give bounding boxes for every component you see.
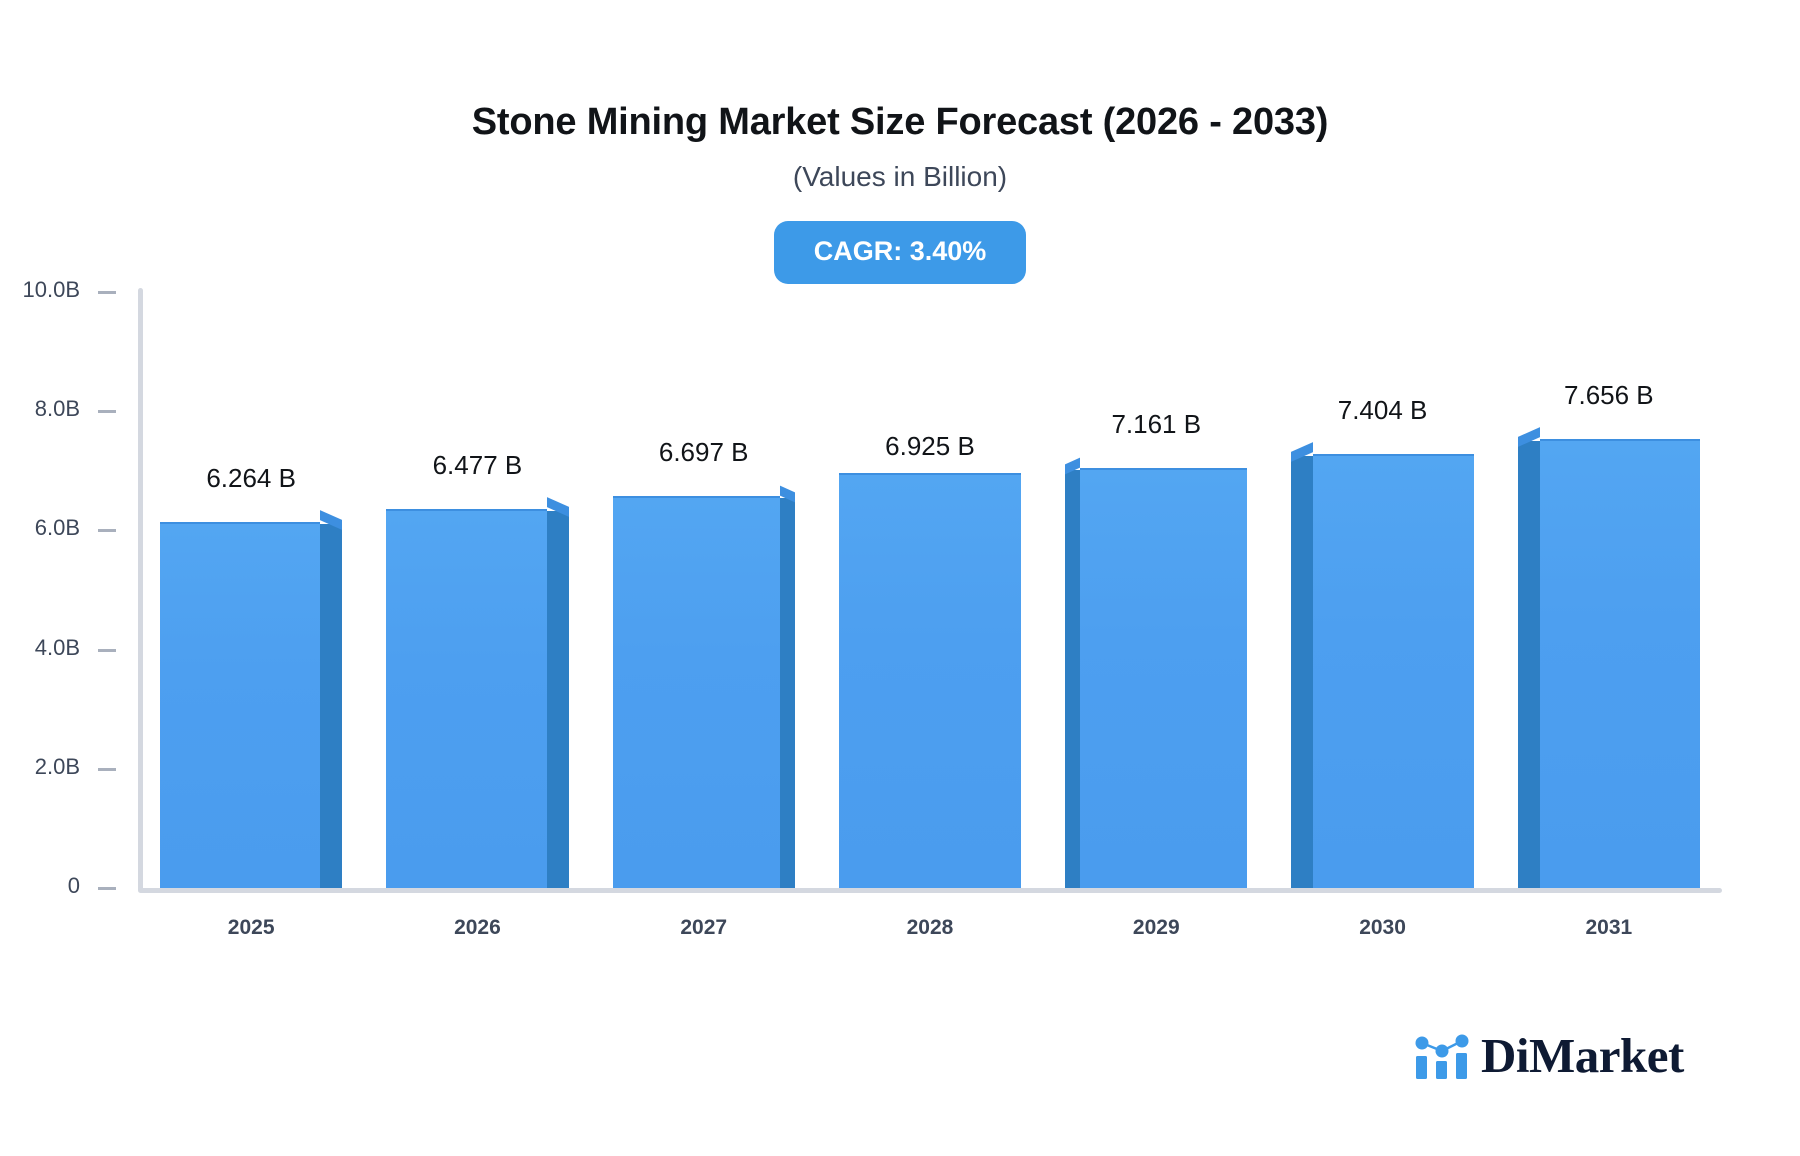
y-tick-dash <box>98 410 116 414</box>
bar-side-panel <box>1517 440 1540 888</box>
bar-side-panel <box>546 510 569 888</box>
bar-side-panel <box>1065 470 1081 888</box>
bar-value-label: 6.264 B <box>206 462 296 493</box>
y-axis-line <box>138 288 143 892</box>
bar-2025[interactable] <box>160 509 343 888</box>
bar-side-panel <box>1291 455 1314 888</box>
bar-2031[interactable] <box>1517 426 1700 888</box>
x-tick-label-2030: 2030 <box>1359 916 1406 939</box>
y-tick-label: 0 <box>67 873 80 898</box>
bar-face <box>1313 453 1474 888</box>
bar-2027[interactable] <box>612 485 795 888</box>
bar-chart-icon <box>1415 1030 1469 1080</box>
y-tick-dash <box>98 529 116 533</box>
bar-face <box>838 473 1022 888</box>
bar-value-label: 7.161 B <box>1111 409 1202 440</box>
x-tick-label-2031: 2031 <box>1585 916 1633 939</box>
bar-value-label: 6.477 B <box>432 449 523 480</box>
brand-name: DiMarket <box>1481 1027 1684 1083</box>
cagr-badge: CAGR: 3.40% <box>773 220 1027 284</box>
bar-face <box>1080 468 1248 888</box>
bar-face <box>386 508 547 888</box>
bar-side-panel <box>779 497 795 888</box>
bar-value-label: 7.656 B <box>1564 379 1654 410</box>
y-tick-label: 10.0B <box>22 277 81 302</box>
bar-value-label: 7.404 B <box>1337 394 1428 425</box>
y-tick-label: 6.0B <box>34 515 80 541</box>
y-tick-dash <box>98 648 116 652</box>
x-tick-label-2026: 2026 <box>454 916 501 939</box>
y-tick-dash <box>98 767 116 771</box>
bar-2030[interactable] <box>1291 441 1474 888</box>
bar-face <box>1539 438 1700 888</box>
page-title: Stone Mining Market Size Forecast (2026 … <box>471 101 1329 143</box>
y-tick-label: 2.0B <box>34 753 80 779</box>
x-tick-label-2027: 2027 <box>680 916 728 939</box>
y-tick-dash <box>98 887 116 890</box>
bar-2028[interactable] <box>838 473 1022 888</box>
x-axis-line <box>138 888 1722 893</box>
x-tick-label-2028: 2028 <box>906 916 954 939</box>
bar-side-panel <box>320 523 343 888</box>
bar-value-label: 6.925 B <box>885 431 975 462</box>
brand-logo: DiMarket <box>1415 1030 1684 1080</box>
chart-subtitle: (Values in Billion) <box>792 160 1008 192</box>
bar-face <box>612 495 780 888</box>
y-tick-label: 4.0B <box>34 634 80 660</box>
bar-2026[interactable] <box>386 497 569 888</box>
bar-2029[interactable] <box>1065 457 1248 888</box>
bar-face <box>160 521 321 888</box>
x-tick-label-2029: 2029 <box>1132 916 1180 939</box>
bar-value-label: 6.697 B <box>658 436 749 467</box>
y-tick-dash <box>98 291 116 294</box>
x-tick-label-2025: 2025 <box>227 916 275 939</box>
y-tick-label: 8.0B <box>34 396 80 422</box>
chart-header: Stone Mining Market Size Forecast (2026 … <box>0 0 1800 284</box>
